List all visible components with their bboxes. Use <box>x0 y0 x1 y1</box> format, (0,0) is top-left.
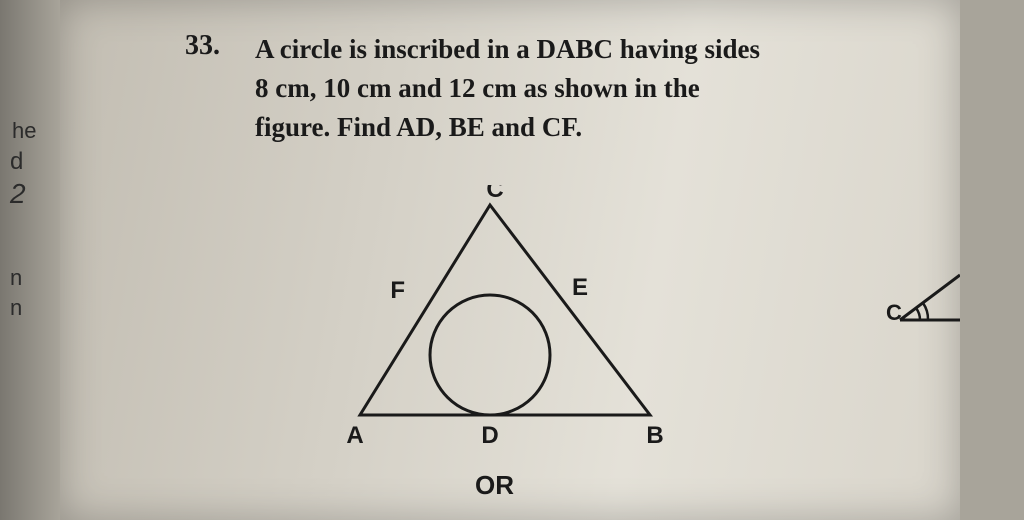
margin-fragment: 2 <box>10 178 26 210</box>
triangle <box>360 205 650 415</box>
question-line: A circle is inscribed in a DABC having s… <box>255 34 760 64</box>
touch-label-f: F <box>390 277 405 304</box>
figure-svg: A B C D E F <box>320 185 700 465</box>
or-separator: OR <box>475 470 514 501</box>
angle-ray-line <box>900 275 960 320</box>
question-number: 33. <box>185 30 220 62</box>
margin-fragment: n <box>10 295 22 321</box>
vertex-label-b: B <box>646 422 663 449</box>
angle-arc <box>916 308 920 320</box>
corner-angle-fragment: C <box>880 270 960 330</box>
page-left-shadow <box>0 0 60 520</box>
angle-arc <box>923 303 928 320</box>
margin-fragment: he <box>12 118 36 144</box>
question-text: A circle is inscribed in a DABC having s… <box>255 30 895 147</box>
touch-label-d: D <box>481 422 498 449</box>
margin-fragment: n <box>10 265 22 291</box>
corner-label-c: C <box>886 300 902 325</box>
question-line: 8 cm, 10 cm and 12 cm as shown in the <box>255 73 700 103</box>
triangle-incircle-figure: A B C D E F <box>320 185 700 465</box>
vertex-label-a: A <box>346 422 363 449</box>
question-line: figure. Find AD, BE and CF. <box>255 112 582 142</box>
incircle <box>430 295 550 415</box>
page-surface: he d 2 n n 33. A circle is inscribed in … <box>60 0 960 520</box>
touch-label-e: E <box>572 274 588 301</box>
margin-fragment: d <box>10 148 23 176</box>
vertex-label-c: C <box>486 185 503 203</box>
